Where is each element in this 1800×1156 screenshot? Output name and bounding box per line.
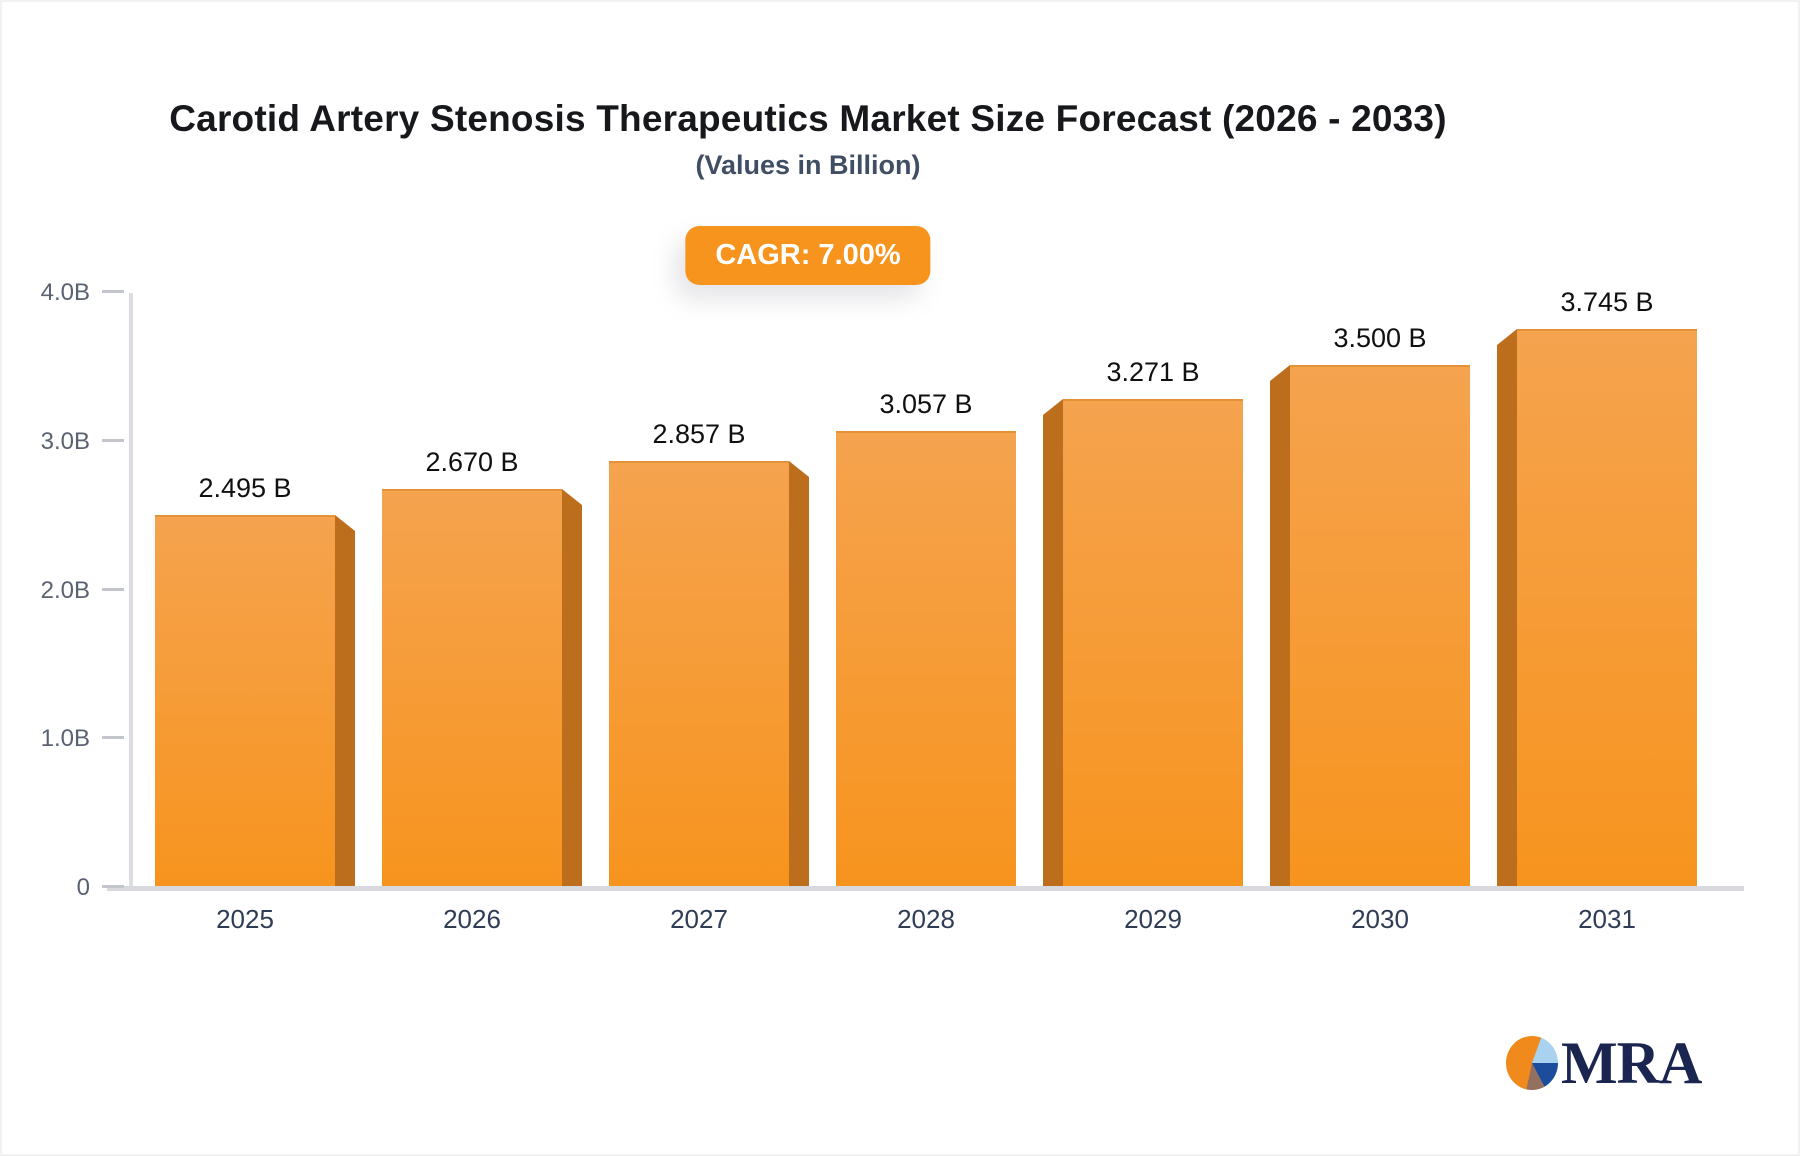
- bar-value-label-2031: 3.745 B: [1560, 287, 1654, 317]
- chart-subtitle: (Values in Billion): [695, 150, 921, 180]
- bar-side-2026: [562, 489, 582, 886]
- y-axis-tick-label: 1.0B: [40, 725, 90, 753]
- logo-pie-icon: [1506, 1036, 1558, 1090]
- bar-value-label-2026: 2.670 B: [425, 447, 519, 477]
- bar-side-2025: [335, 515, 355, 886]
- cagr-badge: CAGR: 7.00%: [685, 226, 931, 285]
- y-axis-tick-mark: [102, 736, 124, 740]
- y-axis-tick-label: 3.0B: [40, 427, 90, 455]
- bar-2027: [609, 461, 789, 886]
- y-axis-tick-label: 2.0B: [40, 576, 90, 604]
- x-axis-label-2025: 2025: [216, 904, 274, 934]
- bar-value-label-2030: 3.500 B: [1333, 323, 1427, 353]
- y-axis-tick-mark: [102, 587, 124, 591]
- x-axis-line: [107, 886, 1744, 891]
- x-axis-label-2030: 2030: [1351, 904, 1409, 934]
- bar-2031: [1517, 329, 1697, 886]
- x-axis-label-2031: 2031: [1578, 904, 1636, 934]
- y-axis-tick-mark: [102, 885, 124, 888]
- y-axis-tick-mark: [102, 290, 124, 293]
- x-axis-label-2028: 2028: [897, 904, 955, 934]
- bar-2026: [382, 489, 562, 886]
- y-axis-tick-label: 4.0B: [40, 279, 90, 306]
- bar-side-2030: [1270, 365, 1290, 886]
- logo-text: MRA: [1561, 1030, 1702, 1096]
- x-axis-label-2027: 2027: [670, 904, 728, 934]
- bar-side-2031: [1497, 329, 1517, 886]
- y-axis-line: [129, 293, 133, 888]
- bar-side-2029: [1043, 399, 1063, 886]
- bar-2029: [1063, 399, 1243, 886]
- x-axis-label-2026: 2026: [443, 904, 501, 934]
- bar-value-label-2027: 2.857 B: [652, 419, 746, 449]
- bar-2030: [1290, 365, 1470, 886]
- y-axis-tick-mark: [102, 438, 124, 442]
- bar-2025: [155, 515, 335, 886]
- x-axis-label-2029: 2029: [1124, 904, 1182, 934]
- y-axis-tick-label: 0: [76, 874, 90, 901]
- brand-logo: MRA: [1506, 1030, 1702, 1096]
- bar-2028: [836, 431, 1016, 886]
- bar-side-2027: [789, 461, 809, 886]
- chart-title: Carotid Artery Stenosis Therapeutics Mar…: [169, 98, 1447, 139]
- bar-value-label-2025: 2.495 B: [198, 473, 292, 503]
- bar-value-label-2029: 3.271 B: [1106, 357, 1200, 387]
- bar-value-label-2028: 3.057 B: [879, 389, 973, 419]
